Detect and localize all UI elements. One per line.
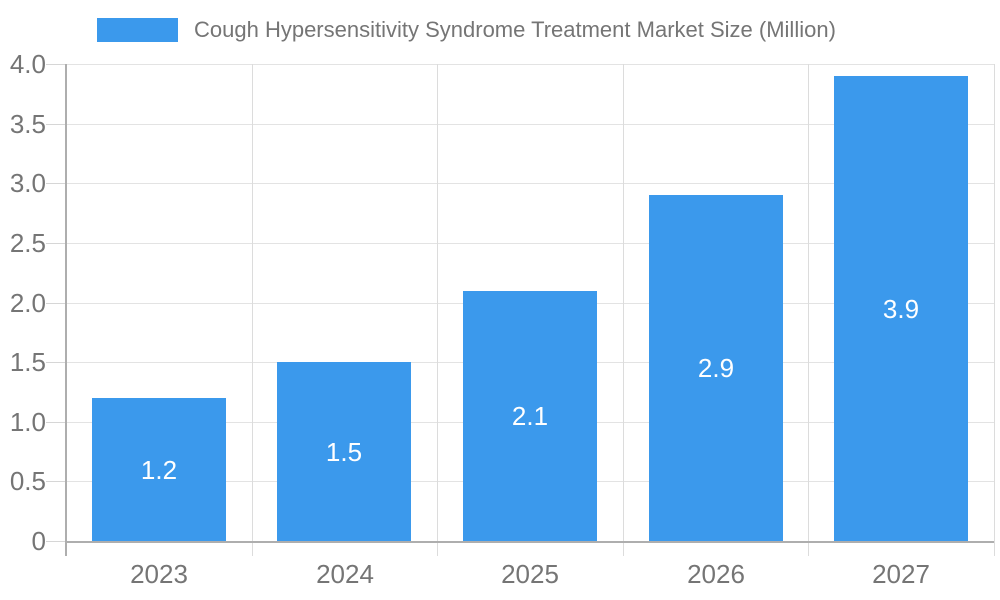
chart-title: Cough Hypersensitivity Syndrome Treatmen… [194, 17, 836, 42]
bar-value-label-2025: 2.1 [511, 401, 549, 431]
y-axis-tick [46, 422, 66, 423]
y-tick-label: 4.0 [9, 49, 46, 79]
y-tick-label: 0 [31, 526, 46, 556]
bar-2025[interactable]: 2.1 [463, 291, 597, 541]
bar-2026[interactable]: 2.9 [649, 195, 783, 541]
legend-swatch [97, 18, 178, 42]
gridline-vertical [437, 64, 438, 556]
bar-value-label-2027: 3.9 [882, 293, 920, 324]
bar-value-label-2026: 2.9 [697, 353, 735, 383]
y-axis-line [65, 64, 67, 556]
y-axis-tick [46, 243, 66, 244]
x-tick-label-2026: 2026 [687, 559, 745, 589]
x-tick-label-2023: 2023 [130, 559, 188, 589]
y-tick-label: 3.5 [9, 109, 46, 139]
x-tick-label-2024: 2024 [316, 559, 374, 589]
legend[interactable]: Cough Hypersensitivity Syndrome Treatmen… [97, 18, 836, 42]
x-axis-line [65, 541, 994, 543]
y-axis-tick [46, 362, 66, 363]
y-tick-label: 1.0 [9, 407, 46, 437]
y-axis-tick [46, 303, 66, 304]
x-tick-label-2027: 2027 [872, 559, 930, 589]
gridline-horizontal [66, 183, 994, 184]
y-tick-label: 2.5 [9, 228, 46, 258]
y-tick-label: 0.5 [9, 466, 46, 496]
y-axis-tick [46, 481, 66, 482]
gridline-vertical [623, 64, 624, 556]
bar-value-label-2024: 1.5 [325, 436, 363, 467]
bar-value-label-2023: 1.2 [140, 454, 178, 485]
y-axis-tick [46, 124, 66, 125]
y-tick-label: 1.5 [9, 347, 46, 377]
bar-2027[interactable]: 3.9 [834, 76, 968, 541]
x-tick-label-2025: 2025 [501, 559, 559, 589]
y-axis-tick [46, 541, 66, 542]
y-axis-tick [46, 183, 66, 184]
gridline-horizontal [66, 64, 994, 65]
y-tick-label: 2.0 [9, 288, 46, 318]
gridline-vertical [994, 64, 995, 556]
gridline-horizontal [66, 243, 994, 244]
gridline-vertical [808, 64, 809, 556]
gridline-horizontal [66, 124, 994, 125]
bar-2023[interactable]: 1.2 [92, 398, 226, 541]
bar-2024[interactable]: 1.5 [277, 362, 411, 541]
y-axis-tick [46, 64, 66, 65]
y-tick-label: 3.0 [9, 168, 46, 198]
gridline-vertical [252, 64, 253, 556]
